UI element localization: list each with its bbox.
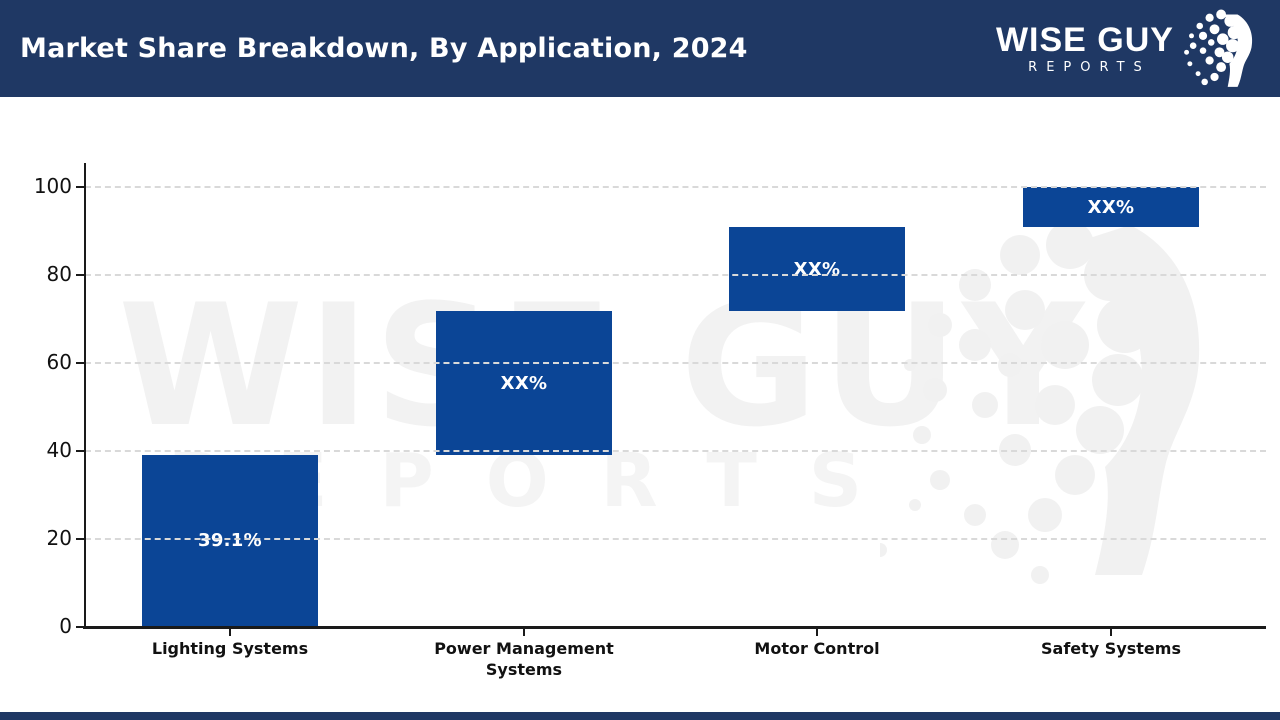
bar-segment[interactable]: 39.1%: [142, 454, 318, 627]
y-tick-label-60: 60: [46, 350, 72, 374]
watermark-dotted-head: [880, 221, 1200, 584]
header-bar: Market Share Breakdown, By Application, …: [0, 0, 1280, 97]
brand-logo-text: WISE GUY REPORTS: [996, 23, 1174, 74]
category-label: Motor Control: [754, 639, 880, 658]
y-tick-mark-0: [76, 626, 84, 628]
y-tick-mark-60: [76, 362, 84, 364]
gridline-y-40: [85, 450, 1266, 452]
category-label: Power Management Systems: [434, 639, 614, 679]
y-axis-line: [84, 163, 86, 629]
bar-value-label: 39.1%: [198, 530, 262, 552]
footer-bar: [0, 712, 1280, 720]
y-tick-label-0: 0: [59, 614, 72, 638]
x-axis-line: [83, 626, 1266, 629]
y-tick-label-40: 40: [46, 438, 72, 462]
gridline-y-100: [85, 186, 1266, 188]
y-tick-label-20: 20: [46, 526, 72, 550]
x-tick-mark: [1110, 628, 1112, 636]
x-tick-mark: [229, 628, 231, 636]
category-label: Safety Systems: [1041, 639, 1181, 658]
brand-logo: WISE GUY REPORTS: [996, 7, 1280, 91]
gridline-y-20: [85, 538, 1266, 540]
gridline-y-60: [85, 362, 1266, 364]
bar-value-label: XX%: [793, 258, 841, 280]
y-tick-label-80: 80: [46, 262, 72, 286]
y-tick-mark-20: [76, 538, 84, 540]
bar-value-label: XX%: [500, 372, 548, 394]
y-tick-mark-80: [76, 274, 84, 276]
y-tick-label-100: 100: [33, 174, 72, 198]
bar-segment[interactable]: XX%: [1023, 187, 1199, 228]
category-label: Lighting Systems: [151, 639, 309, 658]
y-tick-mark-40: [76, 450, 84, 452]
x-tick-mark: [523, 628, 525, 636]
bar-segment[interactable]: XX%: [729, 227, 905, 312]
dotted-head-logo-icon: [1184, 9, 1253, 87]
page-title: Market Share Breakdown, By Application, …: [20, 33, 748, 64]
bar-segment[interactable]: XX%: [436, 311, 612, 455]
y-tick-mark-100: [76, 186, 84, 188]
brand-name: WISE GUY: [995, 21, 1174, 59]
brand-subname: REPORTS: [1028, 60, 1151, 75]
x-tick-mark: [816, 628, 818, 636]
bar-value-label: XX%: [1087, 196, 1135, 218]
gridline-y-80: [85, 274, 1266, 276]
